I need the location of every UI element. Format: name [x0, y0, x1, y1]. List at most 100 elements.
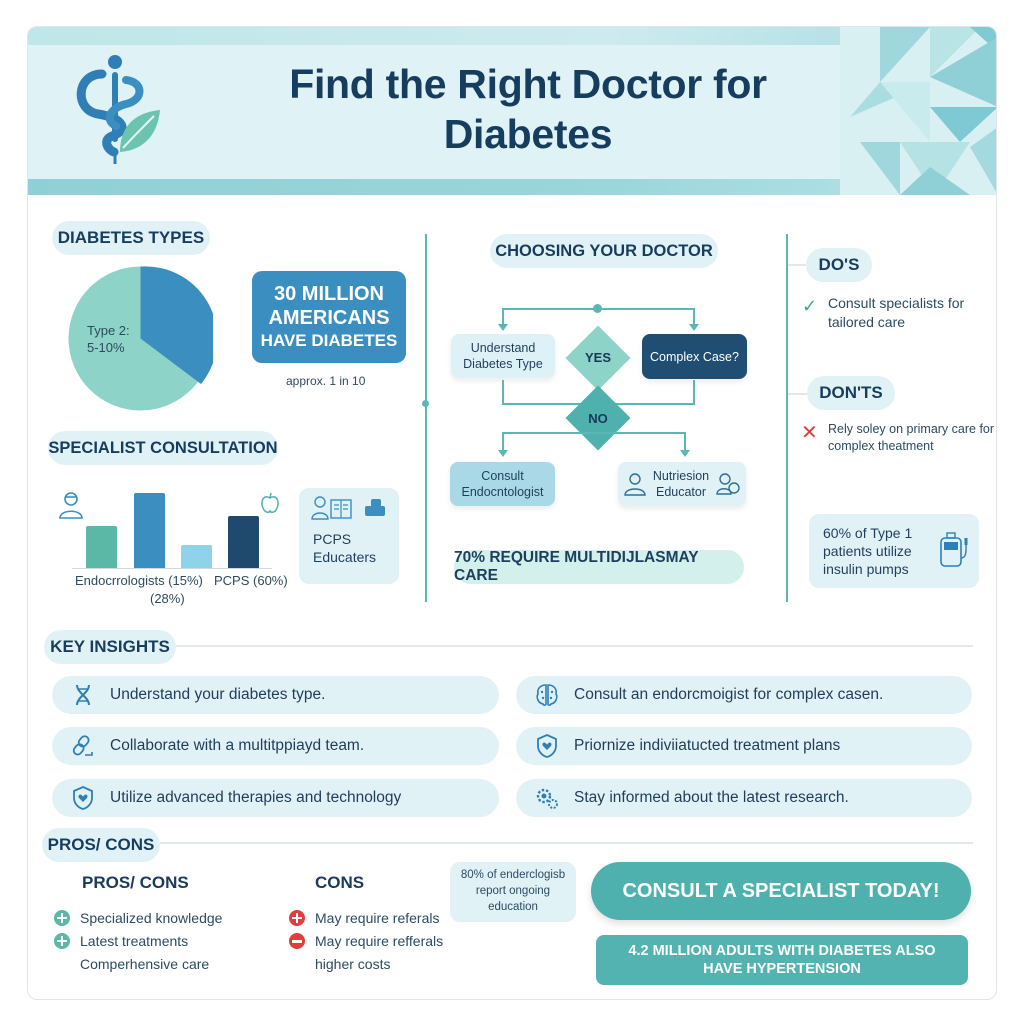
infographic-card: Find the Right Doctor for Diabetes [27, 26, 997, 1000]
cross-icon: ✕ [801, 422, 818, 444]
link-icon [72, 735, 93, 756]
flow-node-consult-endocrinologist[interactable]: Consult Endocntologist [450, 462, 555, 506]
check-icon: ✓ [802, 296, 818, 316]
con-item: May require referals [289, 910, 440, 926]
con-text: May require referals [315, 910, 440, 926]
con-item: May require refferals [289, 933, 443, 949]
insight-text: Utilize advanced therapies and technolog… [110, 789, 402, 806]
flow-line [684, 432, 686, 452]
bar-2 [134, 493, 165, 568]
pcps-box-line1: PCPS [313, 531, 352, 547]
con-item: higher costs [315, 956, 390, 972]
pcps-box-text: PCPS Educaters [313, 530, 376, 566]
insight-item: Understand your diabetes type. [52, 676, 499, 714]
pros-cons-heading: PROS/ CONS [42, 828, 160, 862]
brain-icon [536, 684, 558, 706]
pro-item: Specialized knowledge [54, 910, 222, 926]
insight-text: Collaborate with a multitppiayd team. [110, 737, 365, 754]
flow-line [693, 380, 695, 404]
stat-line3: HAVE DIABETES [260, 331, 398, 350]
dos-heading: DO'S [806, 248, 872, 282]
stat-line1: 30 MILLION [273, 283, 384, 305]
flow-line [693, 308, 695, 326]
specialist-consultation-heading: SPECIALIST CONSULTATION [48, 431, 278, 465]
bar-1 [86, 526, 117, 568]
gears-icon [536, 788, 558, 809]
stat-subtext: approx. 1 in 10 [286, 374, 366, 388]
education-stat-box: 80% of enderclogisb report ongoing educa… [450, 862, 576, 922]
insulin-pump-stat-text: 60% of Type 1 patients utilize insulin p… [823, 525, 913, 577]
divider-dot [422, 400, 429, 407]
arrow-down-icon [689, 324, 699, 331]
bar-label-28: (28%) [150, 591, 185, 606]
insight-text: Understand your diabetes type. [110, 686, 326, 703]
yes-label: YES [584, 350, 611, 365]
insight-item: Consult an endorcmoigist for complex cas… [516, 676, 972, 714]
page-title: Find the Right Doctor for Diabetes [289, 61, 767, 157]
donts-item: Rely soley on primary care for complex t… [828, 422, 995, 453]
minus-icon [289, 933, 305, 949]
pie-label-line1: Type 2: [87, 323, 130, 338]
flow-line [502, 380, 504, 404]
bar-label-pcps: PCPS (60%) [214, 573, 288, 588]
pro-item: Latest treatments [54, 933, 188, 949]
pros-heading: PROS/ CONS [82, 873, 189, 892]
plus-icon [289, 910, 305, 926]
flow-node-understand[interactable]: Understand Diabetes Type [451, 334, 555, 378]
insight-item: Collaborate with a multitppiayd team. [52, 727, 499, 765]
educator-icons [311, 496, 385, 520]
right-divider [786, 234, 788, 602]
insight-text: Priornize indiviiatucted treatment plans [574, 737, 841, 754]
arrow-down-icon [680, 450, 690, 457]
header-top-band [28, 27, 996, 45]
left-divider [425, 234, 427, 602]
multidisciplinary-care-banner: 70% REQUIRE MULTIDIJLASMAY CARE [454, 549, 744, 584]
shield-heart-icon [537, 734, 557, 758]
bar-4 [228, 516, 259, 568]
nutritionist-icon [624, 473, 646, 496]
insight-text: Consult an endorcmoigist for complex cas… [574, 686, 884, 703]
flow-line [502, 432, 504, 452]
pie-label-line2: 5-10% [87, 340, 125, 355]
no-label: NO [588, 411, 608, 426]
key-insights-heading: KEY INSIGHTS [44, 630, 176, 664]
flow-bottom-line [502, 432, 685, 434]
flow-junction-dot [593, 304, 602, 313]
pro-text: Specialized knowledge [80, 910, 223, 926]
pro-item: Comperhensive care [80, 956, 209, 972]
consult-specialist-button[interactable]: CONSULT A SPECIALIST TODAY! [591, 862, 971, 920]
dos-item: Consult specialists for tailored care [828, 295, 965, 330]
arrow-down-icon [498, 450, 508, 457]
cons-heading: CONS [315, 873, 365, 892]
insight-item: Priornize indiviiatucted treatment plans [516, 727, 972, 765]
flow-node-complex-case[interactable]: Complex Case? [642, 334, 747, 379]
donts-heading: DON'TS [807, 376, 895, 410]
arrow-down-icon [498, 324, 508, 331]
flow-node-nutrition-educator[interactable]: Nutriesion Educator [618, 462, 746, 506]
insight-item: Utilize advanced therapies and technolog… [52, 779, 499, 817]
educator-check-icon [716, 473, 740, 495]
con-text: higher costs [315, 956, 391, 972]
flow-line [502, 308, 504, 326]
hypertension-stat-banner: 4.2 MILLION ADULTS WITH DIABETES ALSO HA… [596, 935, 968, 985]
caduceus-leaf-icon [76, 55, 160, 164]
connector-line [788, 393, 808, 395]
header-banner: Find the Right Doctor for Diabetes [28, 27, 996, 195]
nutrition-educator-label: Nutriesion Educator [652, 469, 710, 499]
pcps-educators-box: PCPS Educaters [299, 488, 399, 584]
bar-axis [72, 568, 272, 569]
connector-line [788, 264, 808, 266]
insight-text: Stay informed about the latest research. [574, 789, 849, 806]
apple-icon [261, 492, 279, 513]
diabetes-types-pie-chart [68, 266, 213, 411]
bar-3 [181, 545, 212, 568]
insulin-pump-stat-box: 60% of Type 1 patients utilize insulin p… [809, 514, 979, 588]
con-text: May require refferals [315, 933, 444, 949]
plus-icon [54, 910, 70, 926]
diabetes-types-heading: DIABETES TYPES [52, 221, 210, 255]
section-divider [160, 842, 973, 844]
plus-icon [54, 933, 70, 949]
doctor-icon [59, 492, 83, 519]
choosing-doctor-heading: CHOOSING YOUR DOCTOR [490, 234, 718, 268]
insight-item: Stay informed about the latest research. [516, 779, 972, 817]
